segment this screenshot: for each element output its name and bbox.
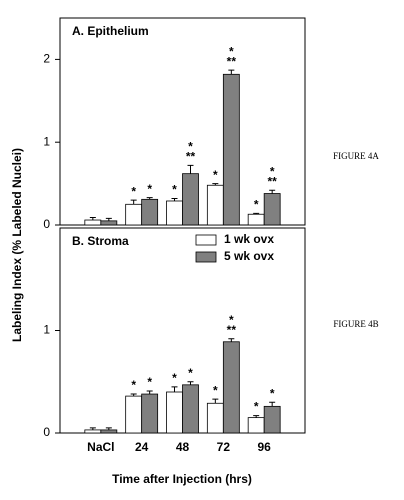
legend-swatch bbox=[195, 234, 217, 246]
bar bbox=[182, 384, 199, 434]
error-bar bbox=[89, 427, 96, 430]
error-bar bbox=[228, 338, 235, 342]
bar bbox=[100, 429, 118, 434]
error-bar bbox=[269, 401, 276, 407]
bar bbox=[141, 393, 159, 434]
bar bbox=[222, 73, 240, 226]
error-bar bbox=[171, 198, 178, 201]
legend-swatch bbox=[195, 251, 217, 263]
y-tick-label: 0 bbox=[43, 217, 50, 231]
error-bar bbox=[146, 390, 153, 395]
bar bbox=[247, 417, 265, 434]
x-axis-label: Time after Injection (hrs) bbox=[112, 472, 252, 486]
significance-mark: * bbox=[270, 164, 275, 178]
error-bar bbox=[89, 217, 96, 221]
error-bar bbox=[171, 386, 178, 392]
error-bar bbox=[212, 398, 219, 404]
error-bar bbox=[146, 197, 153, 200]
error-bar bbox=[253, 212, 260, 215]
legend-label: 1 wk ovx bbox=[224, 232, 274, 246]
error-bar bbox=[105, 217, 112, 221]
significance-mark: ** bbox=[227, 323, 237, 337]
x-tick-label: 24 bbox=[135, 440, 149, 454]
significance-mark: * bbox=[229, 313, 234, 327]
significance-mark: * bbox=[213, 383, 218, 397]
significance-mark: * bbox=[270, 386, 275, 400]
significance-mark: ** bbox=[267, 174, 277, 188]
bar bbox=[125, 395, 143, 434]
bar bbox=[222, 341, 240, 434]
bar bbox=[247, 213, 265, 226]
x-tick-label: 72 bbox=[217, 440, 231, 454]
bar bbox=[100, 220, 118, 226]
significance-mark: * bbox=[229, 44, 234, 58]
significance-mark: ** bbox=[227, 54, 237, 68]
y-axis-label: Labeling Index (% Labeled Nuclei) bbox=[10, 148, 24, 342]
panel-title: B. Stroma bbox=[72, 234, 129, 248]
error-bar bbox=[228, 69, 235, 75]
y-tick-label: 0 bbox=[43, 425, 50, 439]
significance-mark: * bbox=[188, 140, 193, 154]
significance-mark: * bbox=[131, 378, 136, 392]
bar bbox=[166, 200, 183, 226]
bar bbox=[166, 391, 183, 434]
legend-label: 5 wk ovx bbox=[224, 249, 274, 263]
y-tick-label: 1 bbox=[43, 323, 50, 337]
bar bbox=[263, 405, 281, 434]
bar bbox=[182, 173, 199, 226]
error-bar bbox=[105, 427, 112, 430]
bar bbox=[84, 429, 102, 434]
bar bbox=[263, 193, 281, 226]
significance-mark: * bbox=[172, 371, 177, 385]
error-bar bbox=[187, 381, 194, 385]
panel-title: A. Epithelium bbox=[72, 24, 149, 38]
figure-label: FIGURE 4A bbox=[333, 151, 379, 161]
bar bbox=[206, 184, 224, 226]
bar bbox=[206, 402, 224, 434]
significance-mark: * bbox=[147, 182, 152, 196]
error-bar bbox=[253, 415, 260, 418]
significance-mark: * bbox=[172, 183, 177, 197]
bar bbox=[141, 198, 159, 226]
y-tick-label: 2 bbox=[43, 52, 50, 66]
error-bar bbox=[187, 164, 194, 174]
figure-label: FIGURE 4B bbox=[333, 319, 378, 329]
x-tick-label: 48 bbox=[176, 440, 190, 454]
error-bar bbox=[130, 393, 137, 397]
significance-mark: * bbox=[254, 198, 259, 212]
x-tick-label: NaCl bbox=[87, 440, 114, 454]
significance-mark: * bbox=[254, 400, 259, 414]
significance-mark: * bbox=[147, 375, 152, 389]
error-bar bbox=[269, 189, 276, 194]
bar bbox=[125, 203, 143, 226]
bar bbox=[84, 219, 102, 226]
x-tick-label: 96 bbox=[257, 440, 271, 454]
significance-mark: * bbox=[131, 184, 136, 198]
significance-mark: ** bbox=[186, 150, 196, 164]
significance-mark: * bbox=[213, 168, 218, 182]
error-bar bbox=[212, 183, 219, 186]
significance-mark: * bbox=[188, 366, 193, 380]
y-tick-label: 1 bbox=[43, 134, 50, 148]
error-bar bbox=[130, 199, 137, 205]
